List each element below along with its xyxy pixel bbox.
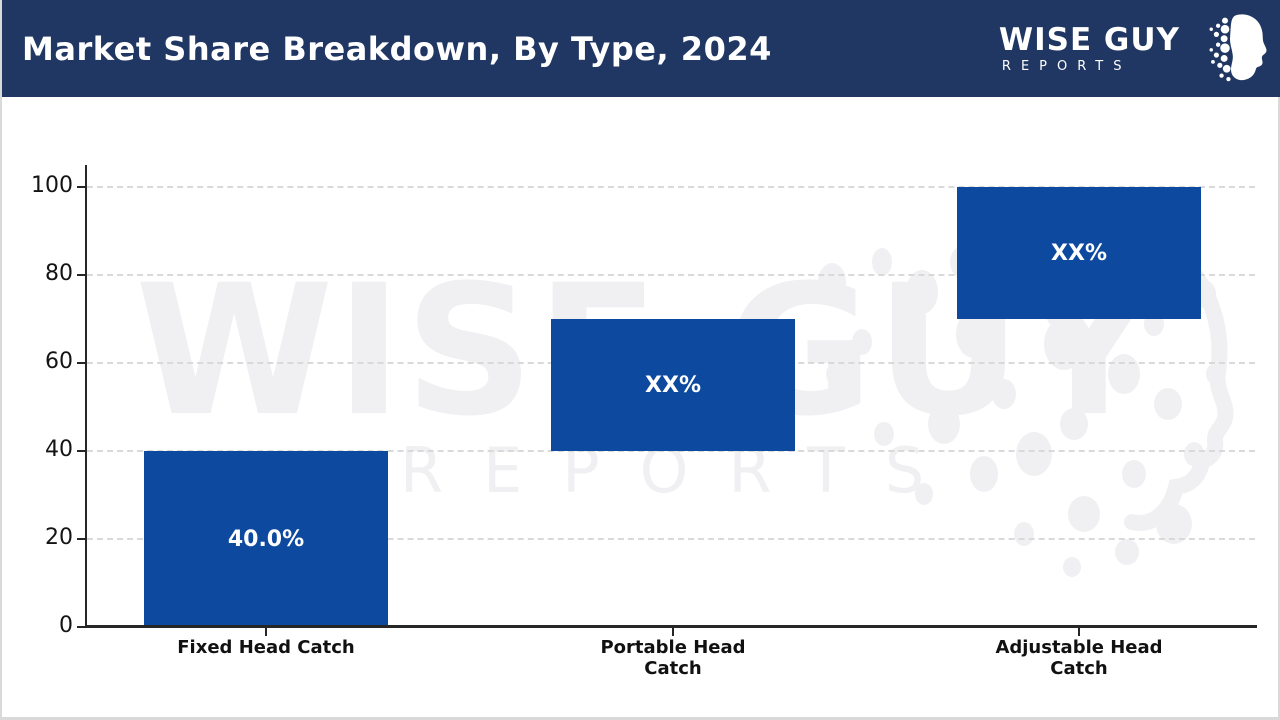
gridline-80 xyxy=(87,274,1255,276)
x-tick-label-line: Catch xyxy=(644,658,702,679)
y-tick-label-100: 100 xyxy=(31,173,73,198)
y-tick-mark-60 xyxy=(77,362,85,364)
gridline-40 xyxy=(87,450,1255,452)
y-tick-label-80: 80 xyxy=(45,261,73,286)
y-tick-mark-20 xyxy=(77,538,85,540)
logo-face-icon xyxy=(1209,13,1267,81)
x-tick-label-line: Catch xyxy=(1050,658,1108,679)
header-band: Market Share Breakdown, By Type, 2024 WI… xyxy=(2,0,1280,97)
x-tick-label-line: Portable Head xyxy=(600,637,746,658)
bar-fixed-head-catch: 40.0% xyxy=(144,451,388,627)
bar-value-label: XX% xyxy=(645,372,701,398)
bar-value-label: 40.0% xyxy=(227,526,305,552)
y-tick-mark-100 xyxy=(77,186,85,188)
y-tick-mark-0 xyxy=(77,626,85,628)
logo-text: WISE GUY REPORTS xyxy=(999,23,1180,74)
x-tick-label-line: Fixed Head Catch xyxy=(177,637,355,658)
x-tick-label-0: Fixed Head Catch xyxy=(126,637,406,658)
bar-value-label: XX% xyxy=(1051,240,1107,266)
y-tick-mark-40 xyxy=(77,450,85,452)
page-title: Market Share Breakdown, By Type, 2024 xyxy=(22,29,772,68)
x-tick-mark-1 xyxy=(672,628,674,636)
wise-guy-reports-logo: WISE GUY REPORTS xyxy=(999,7,1268,91)
bar-portable-head-catch: XX% xyxy=(551,319,795,451)
y-tick-label-40: 40 xyxy=(45,437,73,462)
gridline-20 xyxy=(87,538,1255,540)
y-tick-label-0: 0 xyxy=(59,613,73,638)
x-tick-label-1: Portable Head Catch xyxy=(533,637,813,679)
x-tick-label-line: Adjustable Head xyxy=(995,637,1163,658)
gridline-100 xyxy=(87,186,1255,188)
x-tick-mark-0 xyxy=(265,628,267,636)
y-tick-mark-80 xyxy=(77,274,85,276)
logo-wordmark: WISE GUY xyxy=(998,22,1180,58)
x-axis-line xyxy=(85,625,1257,628)
logo-subtitle: REPORTS xyxy=(1001,59,1132,74)
y-axis-line xyxy=(85,165,87,627)
x-tick-mark-2 xyxy=(1078,628,1080,636)
plot-area: 0 20 40 60 80 100 40.0% XX% XX% Fixed Head Catch P… xyxy=(2,97,1280,717)
y-tick-label-20: 20 xyxy=(45,525,73,550)
x-tick-label-2: Adjustable Head Catch xyxy=(939,637,1219,679)
bar-adjustable-head-catch: XX% xyxy=(957,187,1201,319)
y-tick-label-60: 60 xyxy=(45,349,73,374)
